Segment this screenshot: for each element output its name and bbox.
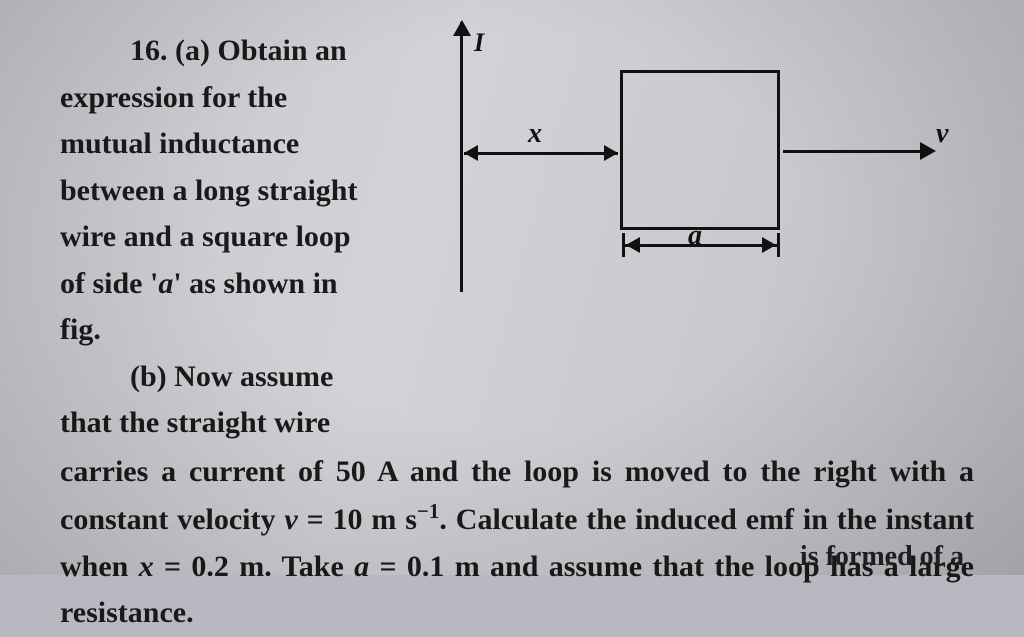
wrap-line-4: wire and a square loop	[60, 220, 351, 253]
wrap-line-1: expression for the	[60, 81, 287, 114]
x-dimension-line	[464, 152, 618, 155]
wrap-line-5: of side 'a' as shown in	[60, 267, 338, 300]
a-label: a	[688, 220, 702, 252]
mutual-inductance-diagram: I x a v	[440, 22, 960, 292]
wrap-line-2: mutual inductance	[60, 127, 299, 160]
velocity-arrow-icon	[920, 142, 936, 160]
textbook-page: 16. (a) Obtain an expression for the mut…	[0, 0, 1024, 575]
part-a-prefix: (a)	[175, 34, 210, 67]
straight-wire	[460, 22, 463, 292]
square-loop	[620, 70, 780, 230]
arrow-left-icon	[464, 145, 478, 161]
arrow-right-icon	[762, 237, 776, 253]
arrow-left-icon	[626, 237, 640, 253]
wrap-line-6: fig.	[60, 313, 101, 346]
current-arrow-icon	[453, 20, 471, 36]
part-b-line2: that the straight wire	[60, 406, 330, 439]
current-label: I	[474, 28, 484, 58]
wrap-line-3: between a long straight	[60, 174, 357, 207]
part-b-line1: (b) Now assume	[130, 360, 333, 393]
velocity-line	[783, 150, 923, 153]
question-top-block: 16. (a) Obtain an expression for the mut…	[60, 28, 984, 447]
question-wrapped-text: 16. (a) Obtain an expression for the mut…	[60, 28, 430, 447]
question-number: 16.	[130, 34, 168, 67]
x-label: x	[528, 118, 542, 150]
cutoff-next-question: is formed of a	[800, 541, 964, 573]
wrap-line-0: Obtain an	[217, 34, 346, 67]
arrow-right-icon	[604, 145, 618, 161]
velocity-label: v	[936, 118, 948, 150]
